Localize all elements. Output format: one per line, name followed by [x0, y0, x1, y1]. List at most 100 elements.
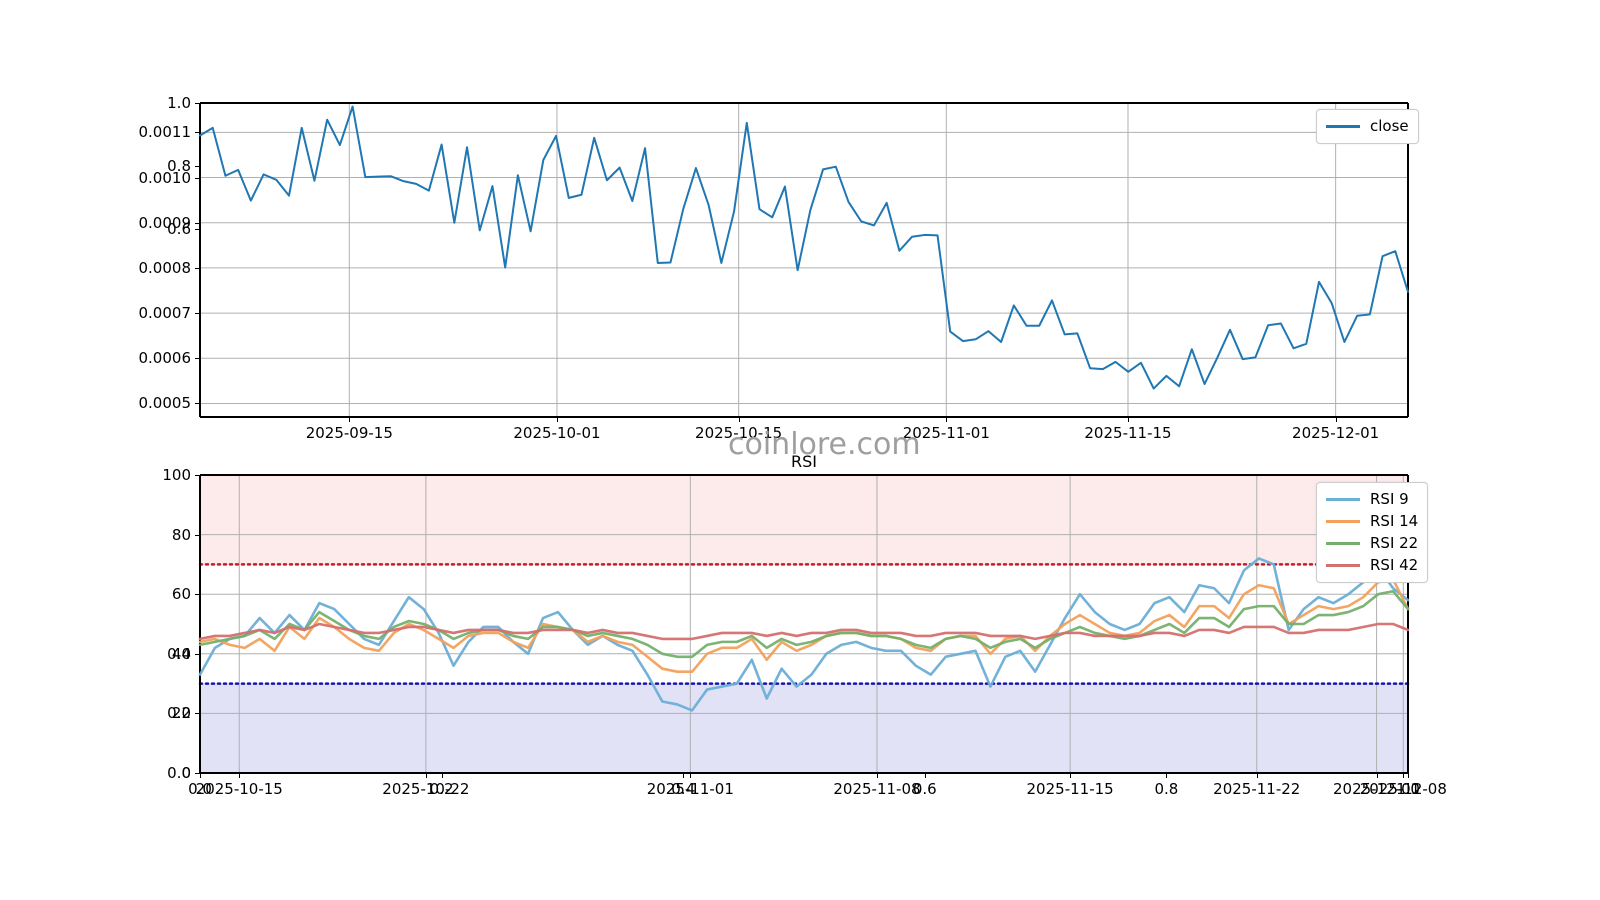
rsi-x-overlay-tick-mark [441, 773, 443, 778]
price-y-tick-mark [195, 222, 200, 224]
rsi-y-tick-label: 100 [162, 466, 191, 484]
price-y-overlay-tick-mark [195, 103, 200, 104]
rsi-x-tick-mark [1376, 773, 1378, 778]
price-x-tick-mark [556, 417, 558, 422]
rsi-x-tick-label: 2025-10-22 [382, 780, 470, 798]
rsi-y-overlay-tick-mark [195, 653, 200, 655]
price-x-tick-mark [738, 417, 740, 422]
price-x-tick-label: 2025-11-01 [902, 424, 990, 442]
rsi-legend-item[interactable]: RSI 14 [1326, 510, 1418, 532]
rsi-y-tick-label: 0 [181, 764, 191, 782]
price-x-tick-label: 2025-10-15 [695, 424, 783, 442]
rsi-legend-item[interactable]: RSI 9 [1326, 488, 1418, 510]
rsi-y-tick-label: 40 [171, 644, 191, 663]
price-y-tick-label: 0.0011 [138, 123, 192, 142]
price-y-tick-mark [195, 403, 200, 405]
rsi-x-tick-mark [239, 773, 241, 778]
rsi-x-tick-mark [876, 773, 878, 778]
rsi-y-overlay-tick-label: 0.2 [167, 704, 191, 723]
rsi-y-tick-mark [195, 534, 200, 536]
price-x-tick-mark [946, 417, 948, 422]
rsi-x-tick-label: 2025-11-15 [1026, 780, 1114, 798]
price-y-overlay-tick-mark [195, 165, 200, 167]
rsi-y-tick-mark [195, 594, 200, 596]
rsi-x-tick-mark [1403, 773, 1405, 778]
rsi-y-overlay-tick-label: 0.4 [167, 644, 191, 663]
rsi-x-overlay-tick-label: 0.2 [429, 780, 454, 798]
rsi-y-tick-label: 20 [171, 704, 191, 723]
rsi-x-overlay-tick-label: 0.6 [912, 780, 937, 798]
rsi-y-overlay-tick-mark [195, 773, 200, 774]
price-y-tick-mark [195, 177, 200, 179]
legend-line-swatch [1326, 563, 1360, 567]
rsi-x-tick-mark [1070, 773, 1072, 778]
price-y-tick-label: 0.0006 [138, 349, 192, 368]
price-y-overlay-tick-label: 0.6 [167, 219, 191, 238]
rsi-y-overlay-tick-mark [195, 713, 200, 715]
price-y-tick-label: 0.0010 [138, 168, 192, 187]
price-legend-item[interactable]: close [1326, 115, 1409, 137]
legend-line-swatch [1326, 519, 1360, 523]
price-y-tick-mark [195, 358, 200, 360]
rsi-x-overlay-tick-label: 0.4 [671, 780, 696, 798]
rsi-legend-item[interactable]: RSI 42 [1326, 554, 1418, 576]
rsi-x-tick-label: 2025-11-01 [646, 780, 734, 798]
legend-label: RSI 14 [1370, 512, 1419, 530]
rsi-x-overlay-tick-mark [683, 773, 685, 778]
rsi-x-overlay-tick-mark [200, 773, 201, 778]
rsi-x-overlay-tick-label: 1.0 [1396, 780, 1420, 798]
rsi-y-tick-label: 80 [171, 525, 191, 544]
price-x-tick-mark [1127, 417, 1129, 422]
rsi-x-tick-label: 2025-11-22 [1213, 780, 1301, 798]
price-y-tick-mark [195, 132, 200, 134]
rsi-x-overlay-tick-label: 0.8 [1154, 780, 1179, 798]
rsi-y-overlay-tick-label: 0.0 [167, 764, 191, 782]
rsi-x-overlay-tick-label: 0.0 [188, 780, 212, 798]
rsi-chart-panel: 100 80 60 40 20 0 0.4 0.2 0.0 2025-10-15 2025-10… [0, 460, 1600, 900]
price-y-tick-label: 0.0007 [138, 304, 192, 323]
price-x-tick-mark [1335, 417, 1337, 422]
legend-line-swatch [1326, 124, 1360, 128]
legend-line-swatch [1326, 497, 1360, 501]
rsi-legend-item[interactable]: RSI 22 [1326, 532, 1418, 554]
legend-label: RSI 9 [1370, 490, 1409, 508]
price-y-tick-label: 0.0005 [138, 394, 192, 413]
rsi-legend[interactable]: RSI 9 RSI 14 RSI 22 RSI 42 [1316, 482, 1429, 583]
price-y-tick-mark [195, 313, 200, 315]
legend-label: RSI 42 [1370, 556, 1419, 574]
price-y-tick-label: 0.0008 [138, 258, 192, 277]
price-y-overlay-tick-label: 0.8 [167, 156, 191, 175]
rsi-x-tick-mark [690, 773, 692, 778]
price-y-tick-mark [195, 267, 200, 269]
price-x-tick-label: 2025-11-15 [1084, 424, 1172, 442]
price-series-svg [199, 102, 1409, 418]
rsi-x-tick-label: 2025-10-15 [195, 780, 283, 798]
legend-label: close [1370, 117, 1409, 135]
price-x-tick-label: 2025-09-15 [305, 424, 393, 442]
rsi-x-tick-label: 2025-11-08 [833, 780, 921, 798]
price-y-tick-label: 0.0009 [138, 213, 192, 232]
rsi-series-rsi-22 [198, 589, 1410, 659]
rsi-x-overlay-tick-mark [924, 773, 926, 778]
rsi-series-rsi-42 [198, 622, 1410, 641]
rsi-series-rsi-9 [198, 557, 1410, 712]
rsi-x-overlay-tick-mark [1408, 773, 1409, 778]
legend-line-swatch [1326, 541, 1360, 545]
price-plot-area [200, 103, 1408, 417]
rsi-y-tick-mark [195, 475, 200, 476]
rsi-x-tick-label: 2025-12-01 [1332, 780, 1421, 798]
rsi-y-tick-label: 60 [171, 585, 191, 604]
rsi-series-svg [198, 474, 1410, 774]
rsi-x-overlay-tick-mark [1166, 773, 1168, 778]
price-x-tick-mark [349, 417, 351, 422]
rsi-panel-title: RSI [791, 452, 817, 471]
price-series-close [199, 105, 1409, 390]
price-x-tick-label: 2025-10-01 [513, 424, 601, 442]
price-x-tick-label: 2025-12-01 [1292, 424, 1380, 442]
price-chart-panel: 0.0011 0.0010 0.0009 0.0008 0.0007 0.0006 0.00… [138, 94, 1419, 442]
legend-label: RSI 22 [1370, 534, 1419, 552]
rsi-x-tick-label: 2025-12-08 [1359, 780, 1447, 798]
rsi-x-tick-mark [425, 773, 427, 778]
price-y-overlay-tick-label: 1.0 [167, 94, 191, 112]
price-legend[interactable]: close [1316, 109, 1419, 144]
